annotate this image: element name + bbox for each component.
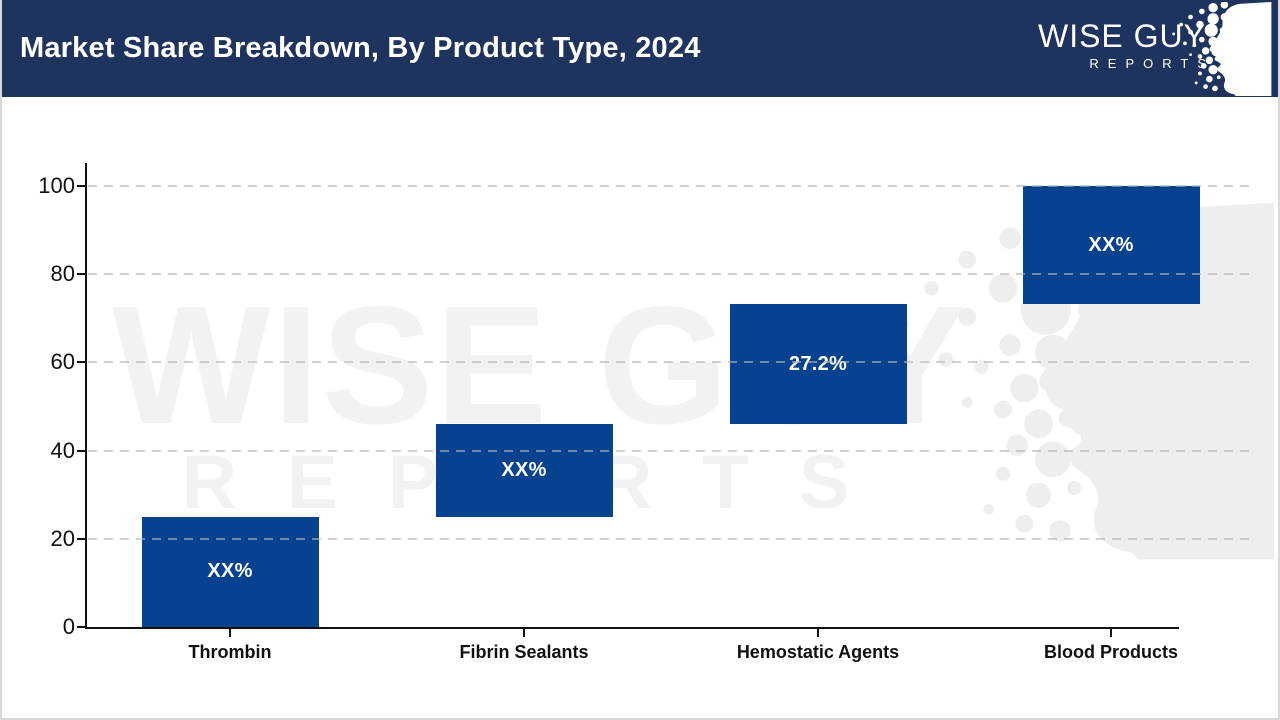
y-axis-tick (77, 361, 85, 364)
bar-value-label: XX% (1088, 233, 1134, 256)
category-label: Fibrin Sealants (459, 642, 589, 662)
y-tick-label: 80 (50, 261, 75, 287)
y-axis-tick (77, 626, 85, 628)
x-axis-tick (817, 629, 819, 637)
bar-value-label: XX% (207, 560, 253, 583)
gridline (88, 185, 1253, 187)
gridline (88, 537, 1253, 540)
bar: XX% (1022, 186, 1200, 305)
gridline (88, 449, 1253, 452)
category-label: Thrombin (188, 642, 272, 662)
x-axis-tick (1110, 629, 1112, 637)
bar: XX% (435, 424, 613, 517)
bar: 27.2% (729, 304, 907, 425)
brand-subtitle: REPORTS (1089, 55, 1215, 71)
x-axis-tick (523, 629, 525, 637)
y-axis-line (85, 163, 87, 627)
category-label: Blood Products (1044, 642, 1178, 662)
y-axis-tick (77, 185, 85, 187)
gridline (88, 361, 1253, 364)
x-axis-tick (229, 629, 231, 637)
brand-logo: WISE GUY REPORTS (1026, 0, 1276, 97)
y-axis-tick (77, 449, 85, 452)
y-tick-label: 100 (38, 173, 75, 198)
y-axis-tick (77, 273, 85, 276)
y-tick-label: 60 (50, 349, 75, 375)
brand-name: WISE GUY (1037, 18, 1206, 54)
y-axis-tick (77, 537, 85, 540)
header-bar: Market Share Breakdown, By Product Type,… (0, 0, 1280, 97)
logo-face-icon (1172, 2, 1272, 96)
page-title: Market Share Breakdown, By Product Type,… (20, 32, 701, 64)
bar: XX% (141, 516, 319, 627)
brand-logo-text: WISE GUY REPORTS (1037, 18, 1206, 70)
y-tick-label: 0 (62, 614, 75, 639)
y-tick-label: 40 (50, 437, 75, 463)
category-label: Hemostatic Agents (736, 642, 900, 662)
bar-value-label: XX% (501, 458, 547, 481)
bar-value-label: 27.2% (788, 352, 848, 375)
x-axis-line (85, 627, 1179, 629)
gridline (88, 273, 1253, 276)
chart-area: WISE GUY REPORTS 020406080100XX%Thrombin… (0, 97, 1280, 720)
y-tick-label: 20 (50, 525, 75, 551)
